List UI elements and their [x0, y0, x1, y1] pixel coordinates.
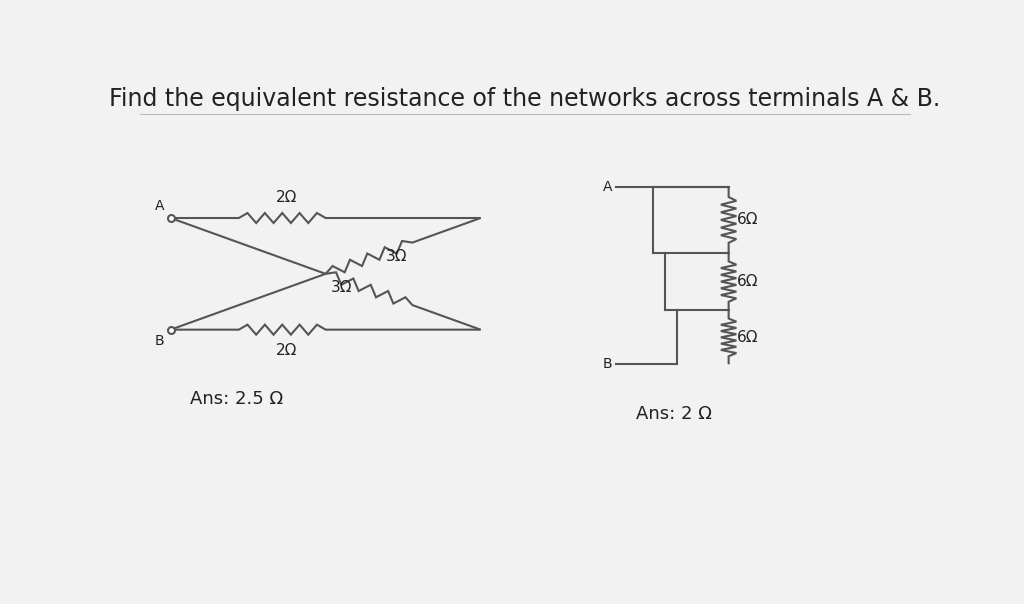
- Text: Ans: 2.5 Ω: Ans: 2.5 Ω: [190, 390, 283, 408]
- Text: B: B: [155, 333, 165, 347]
- Text: 6Ω: 6Ω: [736, 274, 758, 289]
- Text: 6Ω: 6Ω: [736, 213, 758, 228]
- Text: 3Ω: 3Ω: [386, 249, 408, 264]
- Text: 2Ω: 2Ω: [275, 342, 297, 358]
- Text: Find the equivalent resistance of the networks across terminals A & B.: Find the equivalent resistance of the ne…: [110, 87, 940, 111]
- Text: A: A: [603, 180, 612, 194]
- Text: A: A: [155, 199, 165, 213]
- Text: Ans: 2 Ω: Ans: 2 Ω: [636, 405, 712, 423]
- Text: 3Ω: 3Ω: [331, 280, 352, 295]
- Text: 2Ω: 2Ω: [275, 190, 297, 205]
- Text: 6Ω: 6Ω: [736, 330, 758, 345]
- Text: B: B: [603, 358, 612, 371]
